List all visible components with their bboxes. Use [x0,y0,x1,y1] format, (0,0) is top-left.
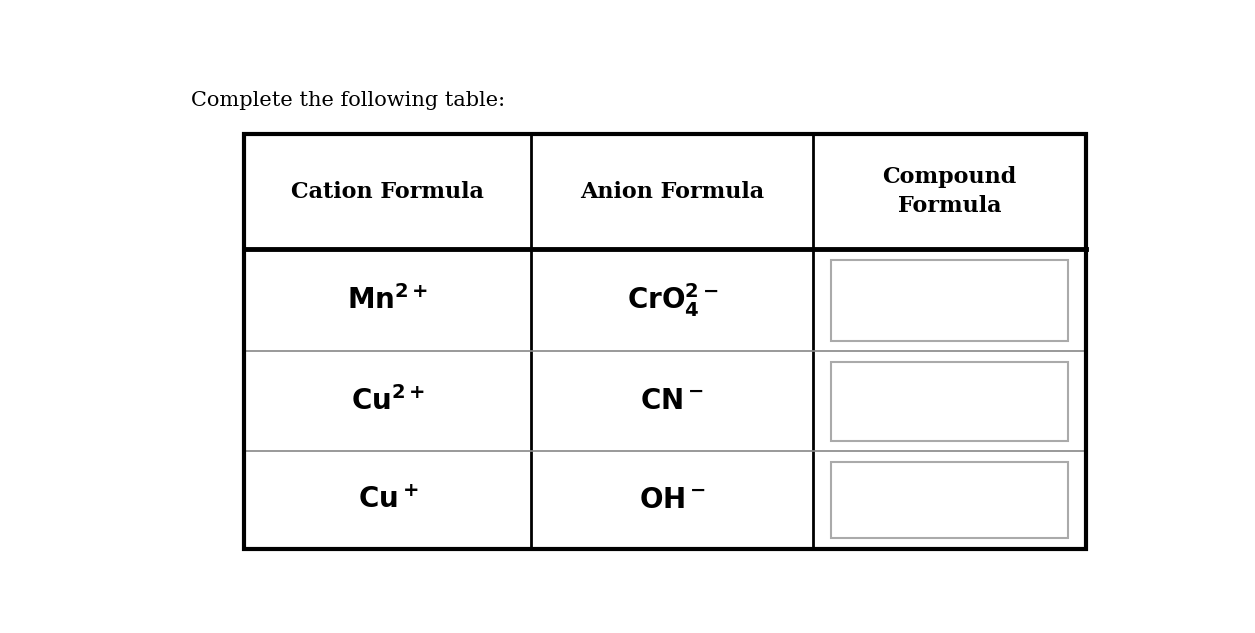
Text: $\mathbf{CrO_4^{2-}}$: $\mathbf{CrO_4^{2-}}$ [626,281,718,319]
Bar [831,362,1068,441]
Text: $\mathbf{Cu^{2+}}$: $\mathbf{Cu^{2+}}$ [351,386,425,417]
Text: Cation Formula: Cation Formula [291,180,484,203]
Bar [245,134,1086,549]
Text: Anion Formula: Anion Formula [580,180,764,203]
Bar [831,260,1068,341]
Text: $\mathbf{Mn^{2+}}$: $\mathbf{Mn^{2+}}$ [348,285,428,315]
Bar [831,462,1068,538]
Text: $\mathbf{CN^-}$: $\mathbf{CN^-}$ [640,388,704,415]
Text: Complete the following table:: Complete the following table: [191,91,505,110]
Text: $\mathbf{Cu^+}$: $\mathbf{Cu^+}$ [358,486,418,514]
Text: Compound
Formula: Compound Formula [882,166,1017,217]
Text: $\mathbf{OH^-}$: $\mathbf{OH^-}$ [639,487,705,513]
